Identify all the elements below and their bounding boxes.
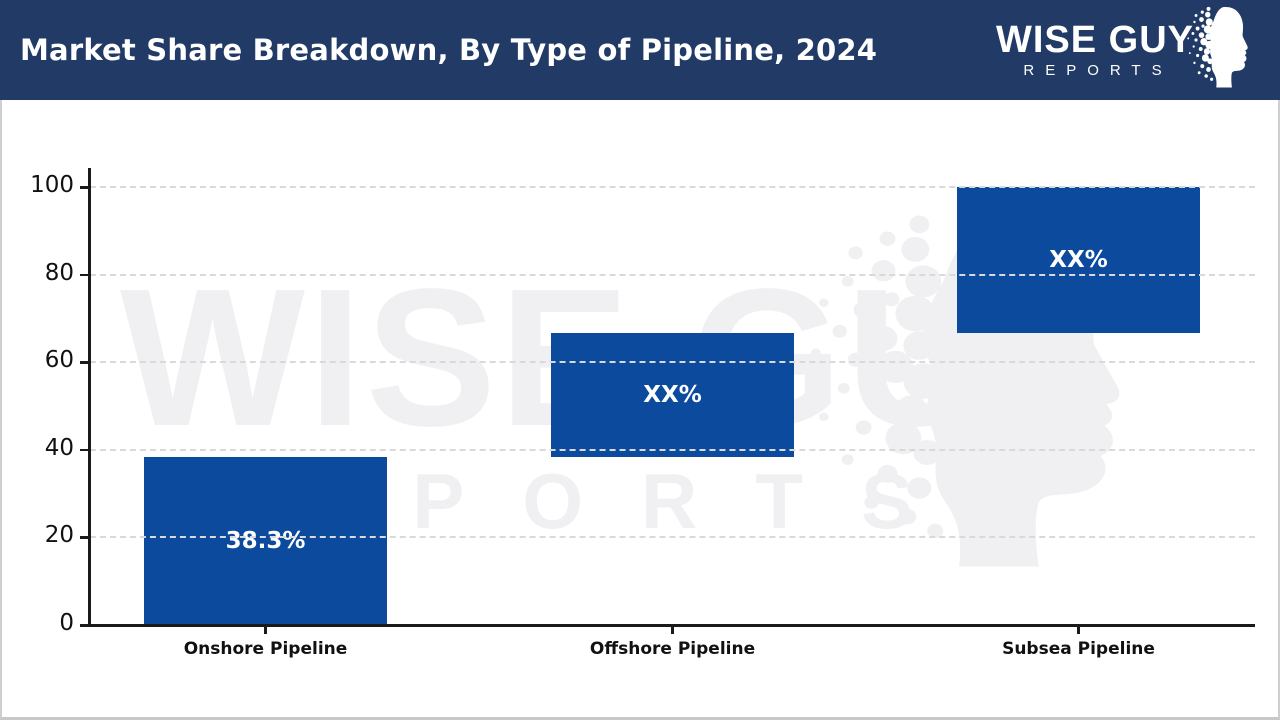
gridline-y-20: [90, 536, 1255, 539]
y-tick-label-100: 100: [30, 172, 74, 198]
logo-subtitle: REPORTS: [1023, 62, 1173, 79]
y-tick-mark-60: [80, 361, 89, 364]
bar-3: XX%: [957, 187, 1200, 333]
y-tick-mark-100: [80, 186, 89, 189]
y-axis-line: [88, 168, 91, 627]
gridline-y-60: [90, 361, 1255, 364]
y-tick-label-40: 40: [44, 434, 74, 461]
x-tick-mark-1: [264, 625, 267, 634]
y-tick-mark-80: [80, 273, 89, 277]
y-tick-label-60: 60: [44, 347, 74, 374]
logo-wordmark: WISE GUY: [995, 19, 1194, 61]
y-tick-label-80: 80: [44, 259, 74, 286]
header: Market Share Breakdown, By Type of Pipel…: [0, 0, 1280, 100]
gridline-y-100: [90, 186, 1255, 188]
gridline-y-40: [90, 448, 1255, 451]
x-category-label-3: Subsea Pipeline: [1002, 639, 1155, 659]
chart-area: WISE GUY REPORTS 02040608010038.3%Onshor…: [0, 100, 1280, 720]
gridline-y-80: [90, 273, 1255, 276]
logo-text: WISE GUY REPORTS: [996, 21, 1194, 79]
x-tick-mark-3: [1077, 625, 1080, 634]
y-tick-label-0: 0: [59, 610, 74, 636]
bar-1: 38.3%: [144, 457, 387, 625]
bar-2: XX%: [551, 332, 794, 458]
y-tick-label-20: 20: [44, 522, 74, 549]
bar-value-label-3: XX%: [1049, 246, 1108, 273]
chart-title: Market Share Breakdown, By Type of Pipel…: [20, 33, 878, 67]
y-tick-mark-0: [80, 624, 89, 627]
wiseguy-face-logo-icon: [1187, 2, 1260, 98]
x-category-label-2: Offshore Pipeline: [589, 639, 756, 659]
x-category-label-1: Onshore Pipeline: [183, 639, 348, 659]
y-tick-mark-40: [80, 448, 89, 452]
wiseguy-logo: WISE GUY REPORTS: [996, 2, 1260, 98]
bar-value-label-1: 38.3%: [225, 528, 306, 555]
bar-value-label-2: XX%: [643, 382, 702, 409]
y-tick-mark-20: [80, 536, 89, 539]
x-tick-mark-2: [671, 625, 674, 634]
plot-area: 0 20 40 60 80 100 38.3% Onshore Pipeline XX% Offs…: [30, 168, 1255, 659]
